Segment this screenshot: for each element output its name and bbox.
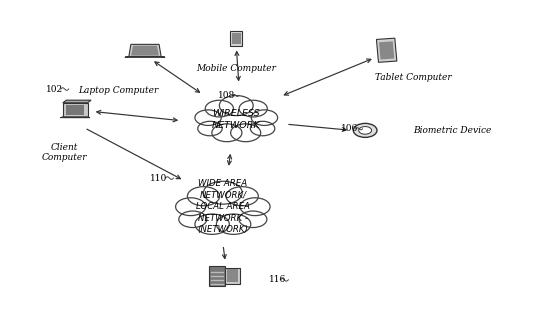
Polygon shape <box>232 33 241 44</box>
Circle shape <box>195 110 221 125</box>
Polygon shape <box>227 269 237 282</box>
Polygon shape <box>67 105 84 115</box>
Polygon shape <box>209 266 225 286</box>
Circle shape <box>193 189 253 225</box>
Circle shape <box>239 211 267 228</box>
Text: Tablet Computer: Tablet Computer <box>375 73 452 82</box>
Polygon shape <box>129 45 161 57</box>
Text: WIDE AREA
NETWORK/
LOCAL AREA
NETWORK -
(NETWORK): WIDE AREA NETWORK/ LOCAL AREA NETWORK - … <box>196 179 250 234</box>
Text: 106: 106 <box>341 124 358 133</box>
Text: 116: 116 <box>268 275 286 284</box>
Circle shape <box>250 121 275 136</box>
Circle shape <box>216 214 251 234</box>
Polygon shape <box>131 46 159 56</box>
Circle shape <box>195 214 229 234</box>
Circle shape <box>176 198 206 216</box>
Text: 110: 110 <box>150 174 168 183</box>
Polygon shape <box>230 31 242 46</box>
Circle shape <box>231 124 261 142</box>
Circle shape <box>219 95 253 115</box>
Polygon shape <box>61 117 90 118</box>
Circle shape <box>212 124 242 142</box>
Circle shape <box>226 187 258 206</box>
Polygon shape <box>225 268 240 284</box>
Text: Client
Computer: Client Computer <box>42 143 87 162</box>
Circle shape <box>359 127 372 134</box>
Polygon shape <box>376 38 397 62</box>
Circle shape <box>239 100 267 117</box>
Text: Biometric Device: Biometric Device <box>413 126 492 135</box>
Polygon shape <box>63 103 88 117</box>
Text: Mobile Computer: Mobile Computer <box>197 64 276 73</box>
Circle shape <box>210 102 263 133</box>
Text: 102: 102 <box>46 85 63 93</box>
Circle shape <box>198 121 222 136</box>
Text: Laptop Computer: Laptop Computer <box>78 86 158 95</box>
Circle shape <box>251 110 278 125</box>
Circle shape <box>205 100 234 117</box>
Circle shape <box>204 181 242 204</box>
Circle shape <box>179 211 207 228</box>
Text: 108: 108 <box>217 91 235 100</box>
Circle shape <box>240 198 270 216</box>
Circle shape <box>187 187 220 206</box>
Circle shape <box>199 196 246 224</box>
Polygon shape <box>63 100 91 103</box>
Polygon shape <box>379 41 394 59</box>
Text: WIRELESS
NETWORK: WIRELESS NETWORK <box>212 109 260 130</box>
Circle shape <box>353 123 377 137</box>
Circle shape <box>216 108 257 133</box>
